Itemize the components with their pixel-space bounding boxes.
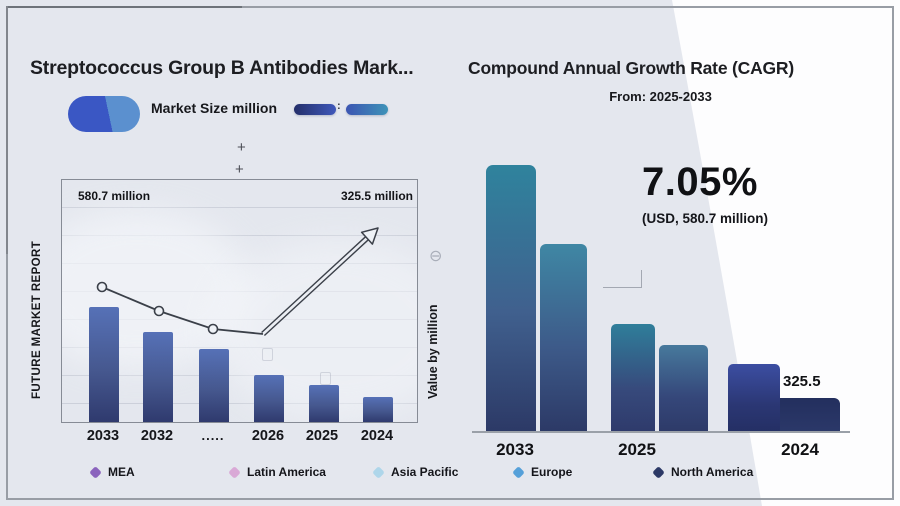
legend-item-mea: MEA (89, 465, 135, 479)
future-market-report-watermark: FUTURE MARKET REPORT (31, 240, 43, 400)
diamond-marker-icon (652, 465, 665, 479)
y-axis-label: Value by million (426, 304, 440, 400)
legend-item-north-america: North America (652, 465, 754, 479)
x-label-dots: ..... (201, 428, 225, 443)
plus-icon: + (237, 139, 246, 156)
legend-label: North America (671, 465, 754, 479)
cagr-x-label-2033: 2033 (496, 440, 534, 459)
faint-document-icon (320, 372, 331, 385)
cagr-subtitle: From: 2025-2033 (609, 89, 712, 104)
legend-label: MEA (108, 465, 135, 479)
legend-item-asia-pacific: Asia Pacific (372, 465, 459, 479)
bar-intermediate (199, 349, 229, 422)
value-label-2024: 325.5 (783, 373, 821, 390)
diamond-marker-icon (228, 465, 241, 479)
cagr-title: Compound Annual Growth Rate (CAGR) (468, 58, 794, 78)
bar-2025 (309, 385, 339, 422)
outer-border-dark-top (6, 6, 242, 8)
cagr-bar-2024-primary (728, 364, 780, 432)
x-label-2024: 2024 (360, 428, 394, 444)
annotation-end-value: 325.5 million (340, 189, 413, 203)
plus-icon: + (235, 161, 244, 178)
diamond-marker-icon (89, 465, 102, 479)
cagr-bar-2033-primary (486, 165, 536, 432)
legend-item-latin-america: Latin America (228, 465, 326, 479)
cagr-value: 7.05% (642, 160, 758, 204)
cagr-bar-2025-primary (611, 324, 655, 432)
x-label-2026: 2026 (251, 428, 285, 444)
cagr-note: (USD, 580.7 million) (641, 211, 769, 226)
trend-line-and-arrow (96, 227, 379, 337)
diamond-marker-icon (372, 465, 385, 479)
faint-document-icon (262, 348, 273, 361)
pill-separator: : (337, 100, 341, 112)
bar-2024 (363, 397, 393, 422)
cagr-x-label-2024: 2024 (781, 440, 819, 459)
legend-label: Asia Pacific (391, 465, 459, 479)
legend-label: Europe (531, 465, 573, 479)
cagr-x-label-2025: 2025 (618, 440, 656, 459)
x-label-2033: 2033 (86, 428, 120, 444)
legend-label: Latin America (247, 465, 326, 479)
cagr-x-axis (472, 431, 850, 433)
bar-2026 (254, 375, 284, 422)
cagr-bar-2033-secondary (540, 244, 587, 432)
decorative-corner-line (603, 270, 642, 288)
market-size-label: Market Size million (151, 100, 278, 116)
bar-2032 (143, 332, 173, 422)
legend-item-europe: Europe (512, 465, 573, 479)
market-size-chart: 580.7 million 325.5 million (61, 179, 418, 423)
bar-2033 (89, 307, 119, 422)
gradient-pill-dark-icon (294, 104, 336, 115)
cagr-bar-2025-secondary (659, 345, 708, 432)
market-size-capsule-icon (68, 96, 140, 132)
minus-circle-icon: ⊖ (429, 248, 443, 265)
outer-border-dark-left (6, 6, 8, 254)
diamond-marker-icon (512, 465, 525, 479)
x-label-2025: 2025 (305, 428, 339, 444)
cagr-bar-2024-secondary (780, 398, 840, 432)
annotation-start-value: 580.7 million (78, 189, 151, 203)
x-label-2032: 2032 (140, 428, 174, 444)
page-title: Streptococcus Group B Antibodies Mark... (30, 57, 414, 79)
gradient-pill-teal-icon (346, 104, 388, 115)
